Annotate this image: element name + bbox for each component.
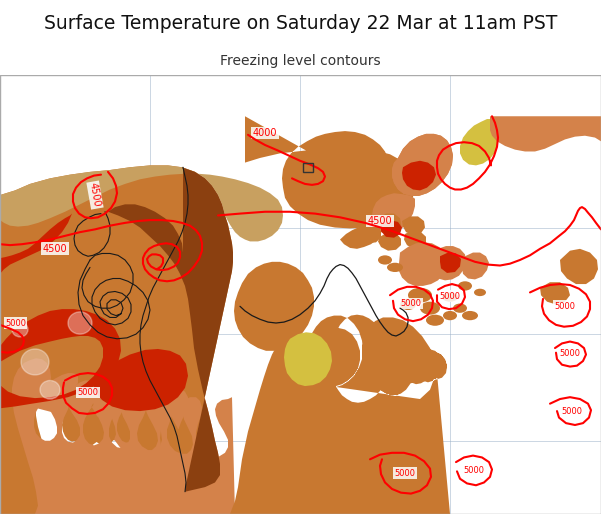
Text: Surface Temperature on Saturday 22 Mar at 11am PST: Surface Temperature on Saturday 22 Mar a… [44, 14, 557, 33]
Polygon shape [376, 214, 401, 232]
Text: 5000: 5000 [400, 299, 421, 308]
Ellipse shape [426, 315, 444, 326]
Ellipse shape [443, 311, 457, 320]
Text: 5000: 5000 [394, 469, 415, 478]
Polygon shape [402, 161, 436, 190]
Polygon shape [340, 225, 380, 249]
Polygon shape [108, 167, 233, 492]
Text: Freezing level contours: Freezing level contours [220, 54, 381, 68]
Ellipse shape [458, 281, 472, 290]
Text: 5000: 5000 [78, 388, 99, 397]
Bar [303, 162, 313, 172]
Polygon shape [245, 116, 415, 228]
Polygon shape [378, 232, 401, 251]
Polygon shape [234, 262, 314, 351]
Text: 5000: 5000 [561, 407, 582, 416]
Polygon shape [440, 252, 461, 273]
Ellipse shape [453, 304, 467, 313]
Polygon shape [431, 246, 466, 280]
Ellipse shape [442, 292, 458, 302]
Text: 5000: 5000 [555, 302, 576, 311]
Polygon shape [462, 252, 489, 280]
Polygon shape [0, 214, 72, 288]
Polygon shape [0, 358, 235, 514]
Ellipse shape [420, 302, 440, 315]
Text: 5000: 5000 [463, 466, 484, 475]
Polygon shape [0, 116, 283, 242]
Polygon shape [0, 166, 233, 514]
Ellipse shape [474, 289, 486, 296]
Text: 5000: 5000 [5, 319, 26, 327]
Ellipse shape [378, 255, 392, 265]
Circle shape [12, 322, 28, 337]
Polygon shape [93, 349, 188, 411]
Polygon shape [0, 116, 220, 514]
Polygon shape [392, 134, 453, 196]
Ellipse shape [387, 263, 403, 272]
Polygon shape [0, 258, 121, 408]
Circle shape [68, 312, 92, 334]
Polygon shape [399, 242, 447, 286]
Polygon shape [402, 216, 425, 235]
Polygon shape [230, 315, 450, 514]
Ellipse shape [462, 311, 478, 320]
Polygon shape [372, 134, 453, 234]
Polygon shape [404, 230, 426, 249]
Polygon shape [460, 119, 498, 166]
Circle shape [40, 380, 60, 399]
Ellipse shape [408, 288, 432, 303]
Polygon shape [381, 220, 402, 237]
Text: 4500: 4500 [368, 216, 392, 226]
Text: 5000: 5000 [439, 291, 460, 301]
Text: 4000: 4000 [253, 128, 277, 138]
Text: 4500: 4500 [88, 182, 102, 208]
Polygon shape [490, 116, 601, 152]
Text: 4500: 4500 [43, 244, 67, 254]
Circle shape [21, 349, 49, 375]
Polygon shape [284, 332, 332, 386]
Polygon shape [358, 226, 381, 243]
Ellipse shape [400, 299, 416, 310]
Text: 5000: 5000 [560, 349, 581, 358]
Polygon shape [560, 249, 598, 284]
Polygon shape [540, 282, 570, 304]
